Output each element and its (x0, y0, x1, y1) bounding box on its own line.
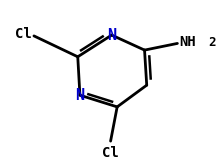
Text: 2: 2 (208, 36, 215, 49)
Text: Cl: Cl (15, 27, 32, 41)
Text: NH: NH (180, 35, 196, 49)
Text: Cl: Cl (102, 146, 119, 160)
Text: N: N (107, 28, 116, 43)
Text: N: N (75, 88, 85, 103)
